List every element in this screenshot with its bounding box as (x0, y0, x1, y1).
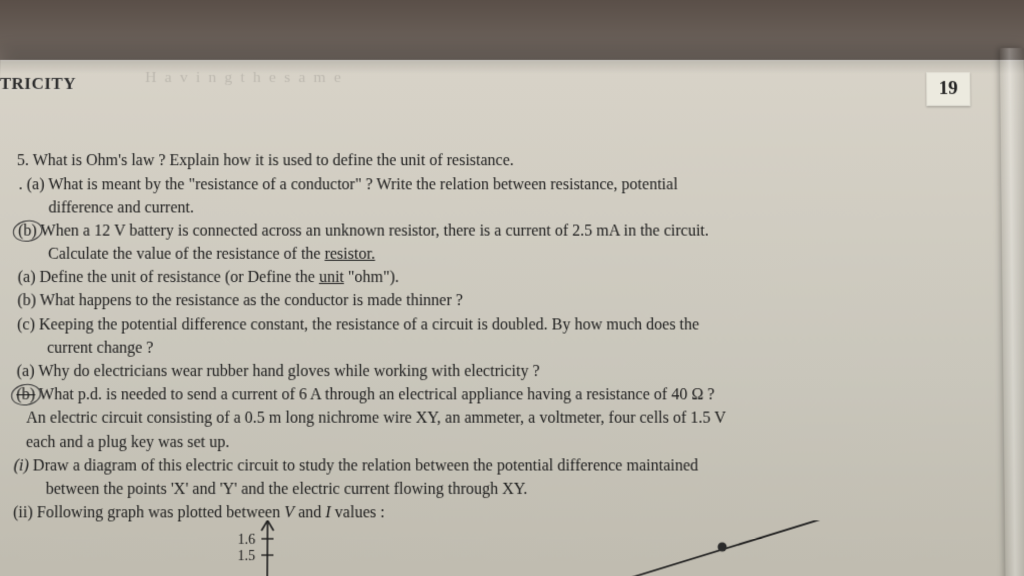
question-9i: (i) Draw a diagram of this electric circ… (13, 455, 1000, 477)
question-9-cont: each and a plug key was set up. (14, 432, 1000, 454)
tick-label-0: 1.6 (238, 533, 256, 548)
variable-v: V (284, 504, 294, 521)
graph-svg: 1.6 1.5 (156, 520, 864, 576)
textbook-page: H a v i n g t h e s a m e TRICITY 19 5. … (0, 60, 1024, 576)
question-9: An electric circuit consisting of a 0.5 … (14, 407, 1000, 429)
vi-graph-fragment: 1.6 1.5 (156, 520, 864, 576)
underline-unit: unit (319, 269, 344, 286)
underline-resistor: resistor. (325, 246, 375, 263)
tick-label-1: 1.5 (238, 549, 256, 564)
page-number: 19 (926, 72, 970, 106)
question-8a: (a) Why do electricians wear rubber hand… (15, 361, 1000, 383)
plot-line (611, 520, 864, 576)
running-head: TRICITY (0, 74, 76, 94)
question-6a-cont: difference and current. (16, 198, 997, 220)
marker-6: . (19, 176, 27, 193)
pen-circle-icon: (b) (18, 223, 37, 240)
question-7c: (c) Keeping the potential difference con… (15, 314, 999, 336)
question-6b: (b) When a 12 V battery is connected acr… (16, 221, 998, 243)
photo-scene: H a v i n g t h e s a m e TRICITY 19 5. … (0, 0, 1024, 576)
question-7a: (a) Define the unit of resistance (or De… (16, 267, 999, 289)
question-6a: . (a) What is meant by the "resistance o… (17, 174, 998, 196)
question-6b-text: When a 12 V battery is connected across … (37, 223, 709, 240)
question-6b-cont: Calculate the value of the resistance of… (16, 244, 998, 266)
question-5: 5. What is Ohm's law ? Explain how it is… (17, 150, 997, 172)
page-right-edge (1000, 48, 1024, 576)
bleed-through-text: H a v i n g t h e s a m e (145, 70, 343, 87)
question-7c-cont: current change ? (15, 337, 999, 359)
plot-point (718, 542, 727, 551)
question-9i-cont: between the points 'X' and 'Y' and the e… (13, 479, 1000, 501)
question-7b: (b) What happens to the resistance as th… (15, 291, 998, 313)
question-8b: (b) What p.d. is needed to send a curren… (14, 384, 999, 406)
page-content: 5. What is Ohm's law ? Explain how it is… (13, 150, 1001, 525)
pen-circle-strike-icon: (b) (16, 386, 35, 403)
marker-i: (i) (14, 457, 29, 474)
